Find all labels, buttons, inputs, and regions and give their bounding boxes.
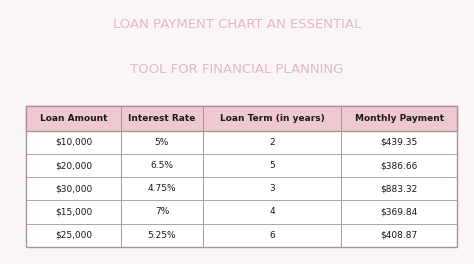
Text: 4: 4 [269,208,275,216]
Text: 3: 3 [269,184,275,193]
Text: $20,000: $20,000 [55,161,92,170]
Text: 4.75%: 4.75% [147,184,176,193]
Text: $439.35: $439.35 [381,138,418,147]
Text: 6: 6 [269,231,275,240]
Text: 5%: 5% [155,138,169,147]
Text: $10,000: $10,000 [55,138,92,147]
Text: $15,000: $15,000 [55,208,92,216]
Text: $30,000: $30,000 [55,184,92,193]
Text: 7%: 7% [155,208,169,216]
Text: Monthly Payment: Monthly Payment [355,114,444,123]
Text: $25,000: $25,000 [55,231,92,240]
Text: 2: 2 [269,138,275,147]
Text: 5.25%: 5.25% [147,231,176,240]
Text: $369.84: $369.84 [381,208,418,216]
Text: 6.5%: 6.5% [150,161,173,170]
Text: $883.32: $883.32 [381,184,418,193]
Text: $386.66: $386.66 [381,161,418,170]
Text: TOOL FOR FINANCIAL PLANNING: TOOL FOR FINANCIAL PLANNING [130,63,344,76]
Text: 5: 5 [269,161,275,170]
Text: Loan Term (in years): Loan Term (in years) [219,114,324,123]
Text: LOAN PAYMENT CHART AN ESSENTIAL: LOAN PAYMENT CHART AN ESSENTIAL [113,18,361,31]
Text: $408.87: $408.87 [381,231,418,240]
Text: Loan Amount: Loan Amount [40,114,107,123]
Text: Interest Rate: Interest Rate [128,114,196,123]
